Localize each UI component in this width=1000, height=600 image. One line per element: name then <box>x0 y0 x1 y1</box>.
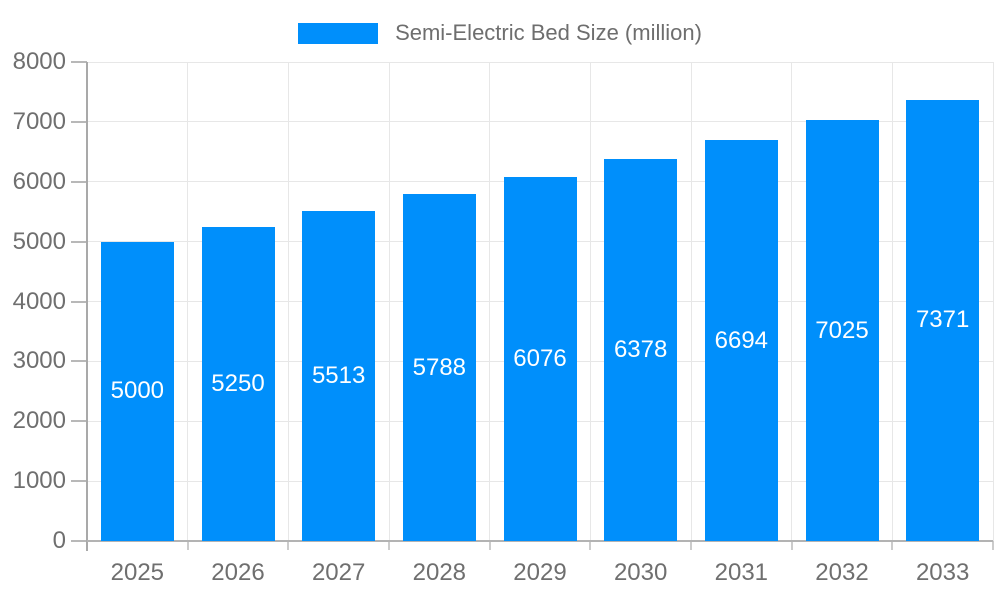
horizontal-gridline <box>87 121 993 123</box>
horizontal-gridline <box>87 61 993 63</box>
vertical-gridline <box>187 62 189 541</box>
vertical-gridline <box>388 62 390 541</box>
bar-value-label: 5000 <box>110 377 165 405</box>
bar[interactable]: 7025 <box>805 120 879 541</box>
y-axis-tick <box>71 300 87 303</box>
y-axis-label: 3000 <box>12 347 66 375</box>
y-axis-tick <box>71 120 87 123</box>
bar[interactable]: 5000 <box>100 241 174 541</box>
y-axis-tick <box>71 420 87 423</box>
bar[interactable]: 6076 <box>503 177 577 541</box>
bar[interactable]: 6378 <box>604 159 678 541</box>
y-axis-label: 6000 <box>12 167 66 195</box>
x-axis-baseline <box>87 540 993 542</box>
y-axis-label: 4000 <box>12 287 66 315</box>
x-axis-tick <box>488 541 491 550</box>
legend-label[interactable]: Semi-Electric Bed Size (million) <box>395 20 702 45</box>
y-axis-label: 0 <box>52 527 66 554</box>
vertical-gridline <box>489 62 491 541</box>
x-axis-tick <box>992 541 994 550</box>
vertical-gridline <box>992 62 994 541</box>
bar-value-label: 6378 <box>613 336 668 364</box>
bar-value-label: 7371 <box>915 306 970 334</box>
x-axis-tick <box>287 541 290 550</box>
bar-value-label: 6076 <box>513 345 567 373</box>
x-axis-label: 2026 <box>211 559 265 586</box>
x-axis-label: 2032 <box>815 559 869 586</box>
legend-swatch[interactable] <box>298 22 379 44</box>
bar[interactable]: 7371 <box>906 99 980 541</box>
y-axis-tick <box>71 180 87 183</box>
y-axis-tick <box>71 61 87 63</box>
bar-value-label: 6694 <box>714 326 769 354</box>
y-axis-label: 5000 <box>12 227 66 255</box>
x-axis-tick <box>589 541 592 550</box>
vertical-gridline <box>690 62 692 541</box>
bar[interactable]: 6694 <box>704 140 778 541</box>
bar-value-label: 5788 <box>412 353 467 381</box>
bar[interactable]: 5513 <box>302 210 376 541</box>
x-axis-label: 2028 <box>412 559 467 586</box>
x-axis-label: 2030 <box>613 559 668 586</box>
vertical-gridline <box>589 62 591 541</box>
y-axis-tick <box>71 240 87 243</box>
bar-value-label: 5513 <box>311 361 366 389</box>
y-axis-line <box>86 62 88 551</box>
vertical-gridline <box>791 62 793 541</box>
y-axis-label: 2000 <box>12 407 66 435</box>
x-axis-label: 2027 <box>311 559 366 586</box>
y-axis-tick <box>71 480 87 483</box>
x-axis-tick <box>388 541 390 550</box>
x-axis-label: 2033 <box>915 559 970 586</box>
vertical-gridline <box>891 62 893 541</box>
x-axis-tick <box>790 541 793 550</box>
legend: Semi-Electric Bed Size (million) <box>0 20 1000 46</box>
x-axis-tick <box>690 541 692 550</box>
y-axis-label: 8000 <box>12 48 66 75</box>
x-axis-label: 2025 <box>110 559 165 586</box>
y-axis-label: 1000 <box>12 467 66 495</box>
x-axis-label: 2029 <box>513 559 567 586</box>
y-axis-tick <box>71 540 87 542</box>
x-axis-tick <box>891 541 894 550</box>
vertical-gridline <box>287 62 289 541</box>
x-axis-tick <box>186 541 189 550</box>
bar[interactable]: 5788 <box>402 194 476 541</box>
y-axis-tick <box>71 360 87 363</box>
bar-value-label: 5250 <box>211 369 265 397</box>
y-axis-label: 7000 <box>12 107 66 135</box>
x-axis-label: 2031 <box>714 559 769 586</box>
bar[interactable]: 5250 <box>201 226 275 541</box>
bar-value-label: 7025 <box>815 316 869 344</box>
